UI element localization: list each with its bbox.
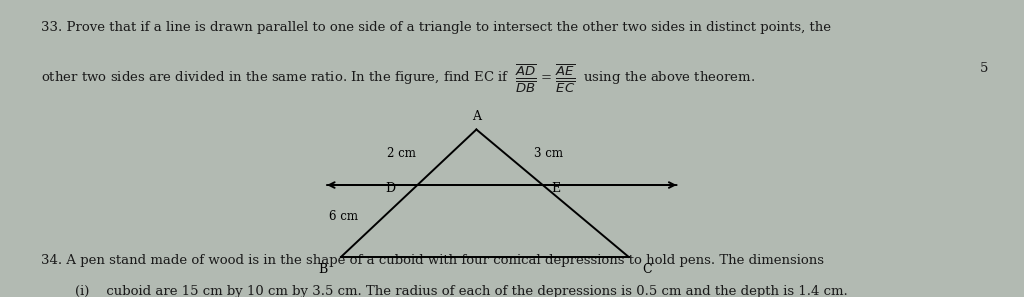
Text: C: C <box>642 263 652 277</box>
Text: other two sides are divided in the same ratio. In the figure, find EC if  $\dfra: other two sides are divided in the same … <box>41 62 756 94</box>
Text: D: D <box>385 182 395 195</box>
Text: (i)    cuboid are 15 cm by 10 cm by 3.5 cm. The radius of each of the depression: (i) cuboid are 15 cm by 10 cm by 3.5 cm.… <box>41 285 848 297</box>
Text: 5: 5 <box>980 62 988 75</box>
Text: 33. Prove that if a line is drawn parallel to one side of a triangle to intersec: 33. Prove that if a line is drawn parall… <box>41 21 830 34</box>
Text: 3 cm: 3 cm <box>534 148 563 160</box>
Text: 2 cm: 2 cm <box>387 148 416 160</box>
Text: B: B <box>318 263 328 277</box>
Text: 34. A pen stand made of wood is in the shape of a cuboid with four conical depre: 34. A pen stand made of wood is in the s… <box>41 254 824 267</box>
Text: E: E <box>551 182 560 195</box>
Text: 6 cm: 6 cm <box>329 210 358 222</box>
Text: A: A <box>472 110 481 123</box>
